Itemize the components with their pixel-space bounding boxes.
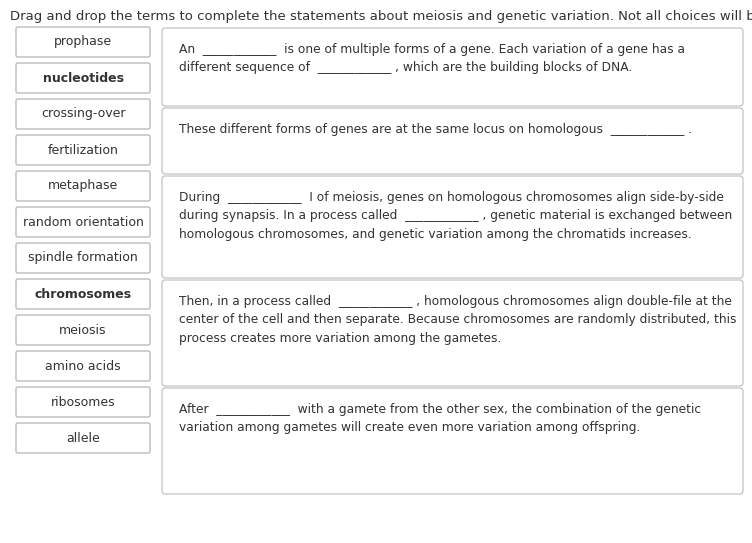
FancyBboxPatch shape [16,351,150,381]
FancyBboxPatch shape [162,388,743,494]
Text: nucleotides: nucleotides [43,72,123,85]
FancyBboxPatch shape [16,243,150,273]
FancyBboxPatch shape [162,108,743,174]
Text: spindle formation: spindle formation [28,251,138,264]
Text: Then, in a process called  ____________ , homologous chromosomes align double-fi: Then, in a process called ____________ ,… [179,295,736,345]
Text: After  ____________  with a gamete from the other sex, the combination of the ge: After ____________ with a gamete from th… [179,403,701,434]
FancyBboxPatch shape [16,423,150,453]
FancyBboxPatch shape [16,27,150,57]
Text: An  ____________  is one of multiple forms of a gene. Each variation of a gene h: An ____________ is one of multiple forms… [179,43,685,74]
FancyBboxPatch shape [16,279,150,309]
FancyBboxPatch shape [16,207,150,237]
FancyBboxPatch shape [16,99,150,129]
Text: Drag and drop the terms to complete the statements about meiosis and genetic var: Drag and drop the terms to complete the … [10,10,752,23]
FancyBboxPatch shape [162,176,743,278]
Text: prophase: prophase [54,35,112,48]
Text: During  ____________  I of meiosis, genes on homologous chromosomes align side-b: During ____________ I of meiosis, genes … [179,191,732,241]
Text: These different forms of genes are at the same locus on homologous  ____________: These different forms of genes are at th… [179,123,692,136]
Text: amino acids: amino acids [45,359,121,372]
FancyBboxPatch shape [162,28,743,106]
Text: ribosomes: ribosomes [50,395,115,408]
FancyBboxPatch shape [16,387,150,417]
FancyBboxPatch shape [16,135,150,165]
Text: chromosomes: chromosomes [35,287,132,300]
Text: meiosis: meiosis [59,324,107,337]
Text: fertilization: fertilization [47,143,118,156]
Text: random orientation: random orientation [23,216,144,229]
FancyBboxPatch shape [16,315,150,345]
FancyBboxPatch shape [162,280,743,386]
FancyBboxPatch shape [16,63,150,93]
FancyBboxPatch shape [16,171,150,201]
Text: allele: allele [66,432,100,445]
Text: metaphase: metaphase [48,180,118,193]
Text: crossing-over: crossing-over [41,108,126,121]
